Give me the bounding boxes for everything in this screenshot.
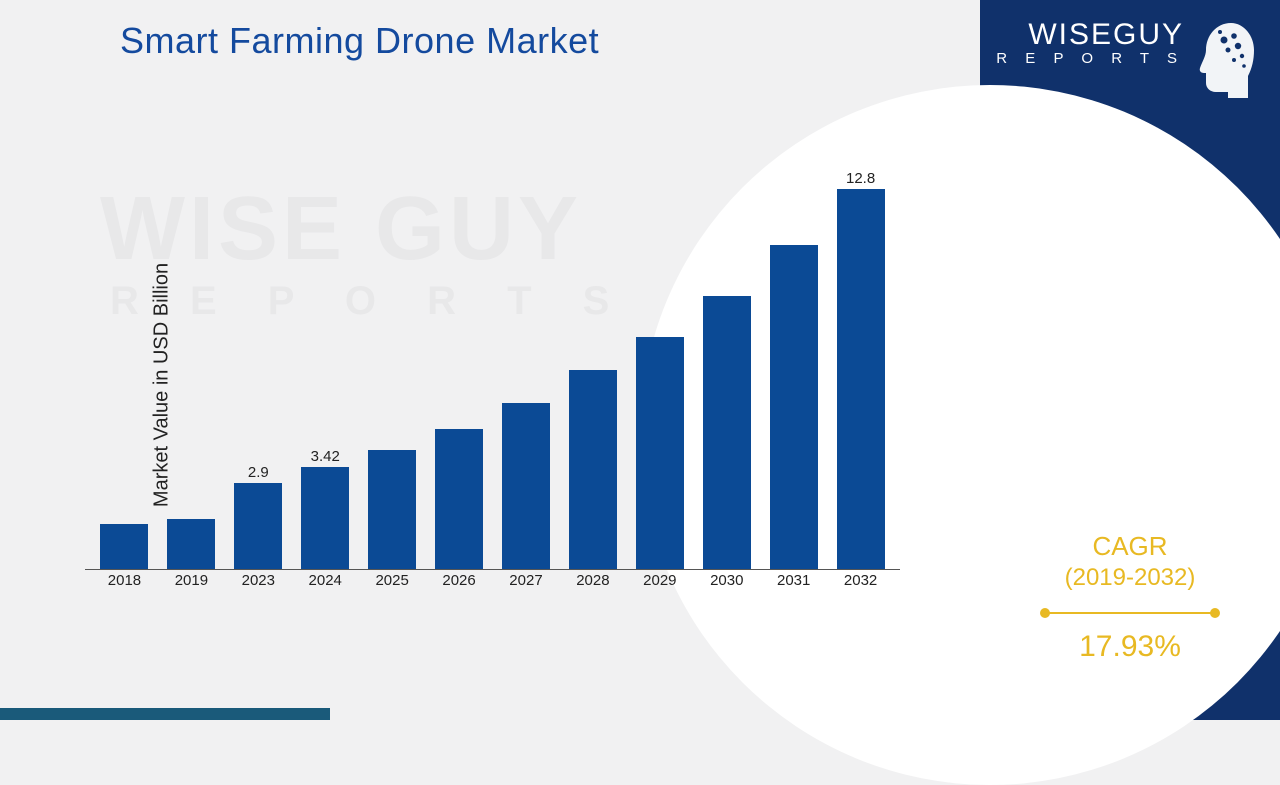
bars-container: 2.93.4212.8 [85,170,900,569]
brand-logo: WISEGUY R E P O R T S [996,18,1256,67]
bottom-strip [0,708,330,720]
x-axis-label: 2031 [760,572,827,589]
bar-slot [359,450,426,569]
bar-slot [493,403,560,569]
plot-area: 2.93.4212.8 [85,170,900,570]
x-axis-label: 2028 [559,572,626,589]
chart-title: Smart Farming Drone Market [120,20,599,62]
bar-slot [626,337,693,569]
bar-slot [158,519,225,569]
bar [435,429,483,569]
bar-value-label: 2.9 [248,464,269,481]
bar [100,524,148,569]
x-axis-label: 2018 [91,572,158,589]
bar [569,370,617,569]
cagr-divider [1045,612,1215,614]
x-axis-label: 2032 [827,572,894,589]
bar-slot [426,429,493,569]
bar-slot [559,370,626,569]
bar [837,189,885,569]
bar [167,519,215,569]
x-axis-label: 2027 [493,572,560,589]
bar-slot [760,245,827,569]
x-axis-label: 2024 [292,572,359,589]
x-axis-label: 2025 [359,572,426,589]
bar [368,450,416,569]
x-axis-label: 2026 [426,572,493,589]
x-axis-label: 2023 [225,572,292,589]
brand-word1: WISE [1028,18,1113,51]
bar [636,337,684,569]
x-labels: 2018201920232024202520262027202820292030… [85,572,900,589]
bar-slot [693,296,760,569]
chart: Market Value in USD Billion 2.93.4212.8 … [45,170,915,600]
cagr-title: CAGR [1020,531,1240,562]
cagr-range: (2019-2032) [1020,564,1240,592]
bar-value-label: 12.8 [846,170,875,187]
bar [301,467,349,569]
brand-word2: GUY [1113,18,1184,51]
bar [234,483,282,569]
bar [703,296,751,569]
bar-value-label: 3.42 [311,448,340,465]
bar [770,245,818,569]
brand-line1: WISEGUY [996,18,1184,52]
cagr-block: CAGR (2019-2032) 17.93% [1020,531,1240,664]
x-axis-label: 2030 [693,572,760,589]
x-axis-label: 2019 [158,572,225,589]
bar-slot: 2.9 [225,483,292,569]
x-axis-label: 2029 [626,572,693,589]
bar [502,403,550,569]
bar-slot: 12.8 [827,189,894,569]
cagr-value: 17.93% [1020,630,1240,664]
bar-slot [91,524,158,569]
bar-slot: 3.42 [292,467,359,569]
brand-line2: R E P O R T S [996,50,1184,67]
